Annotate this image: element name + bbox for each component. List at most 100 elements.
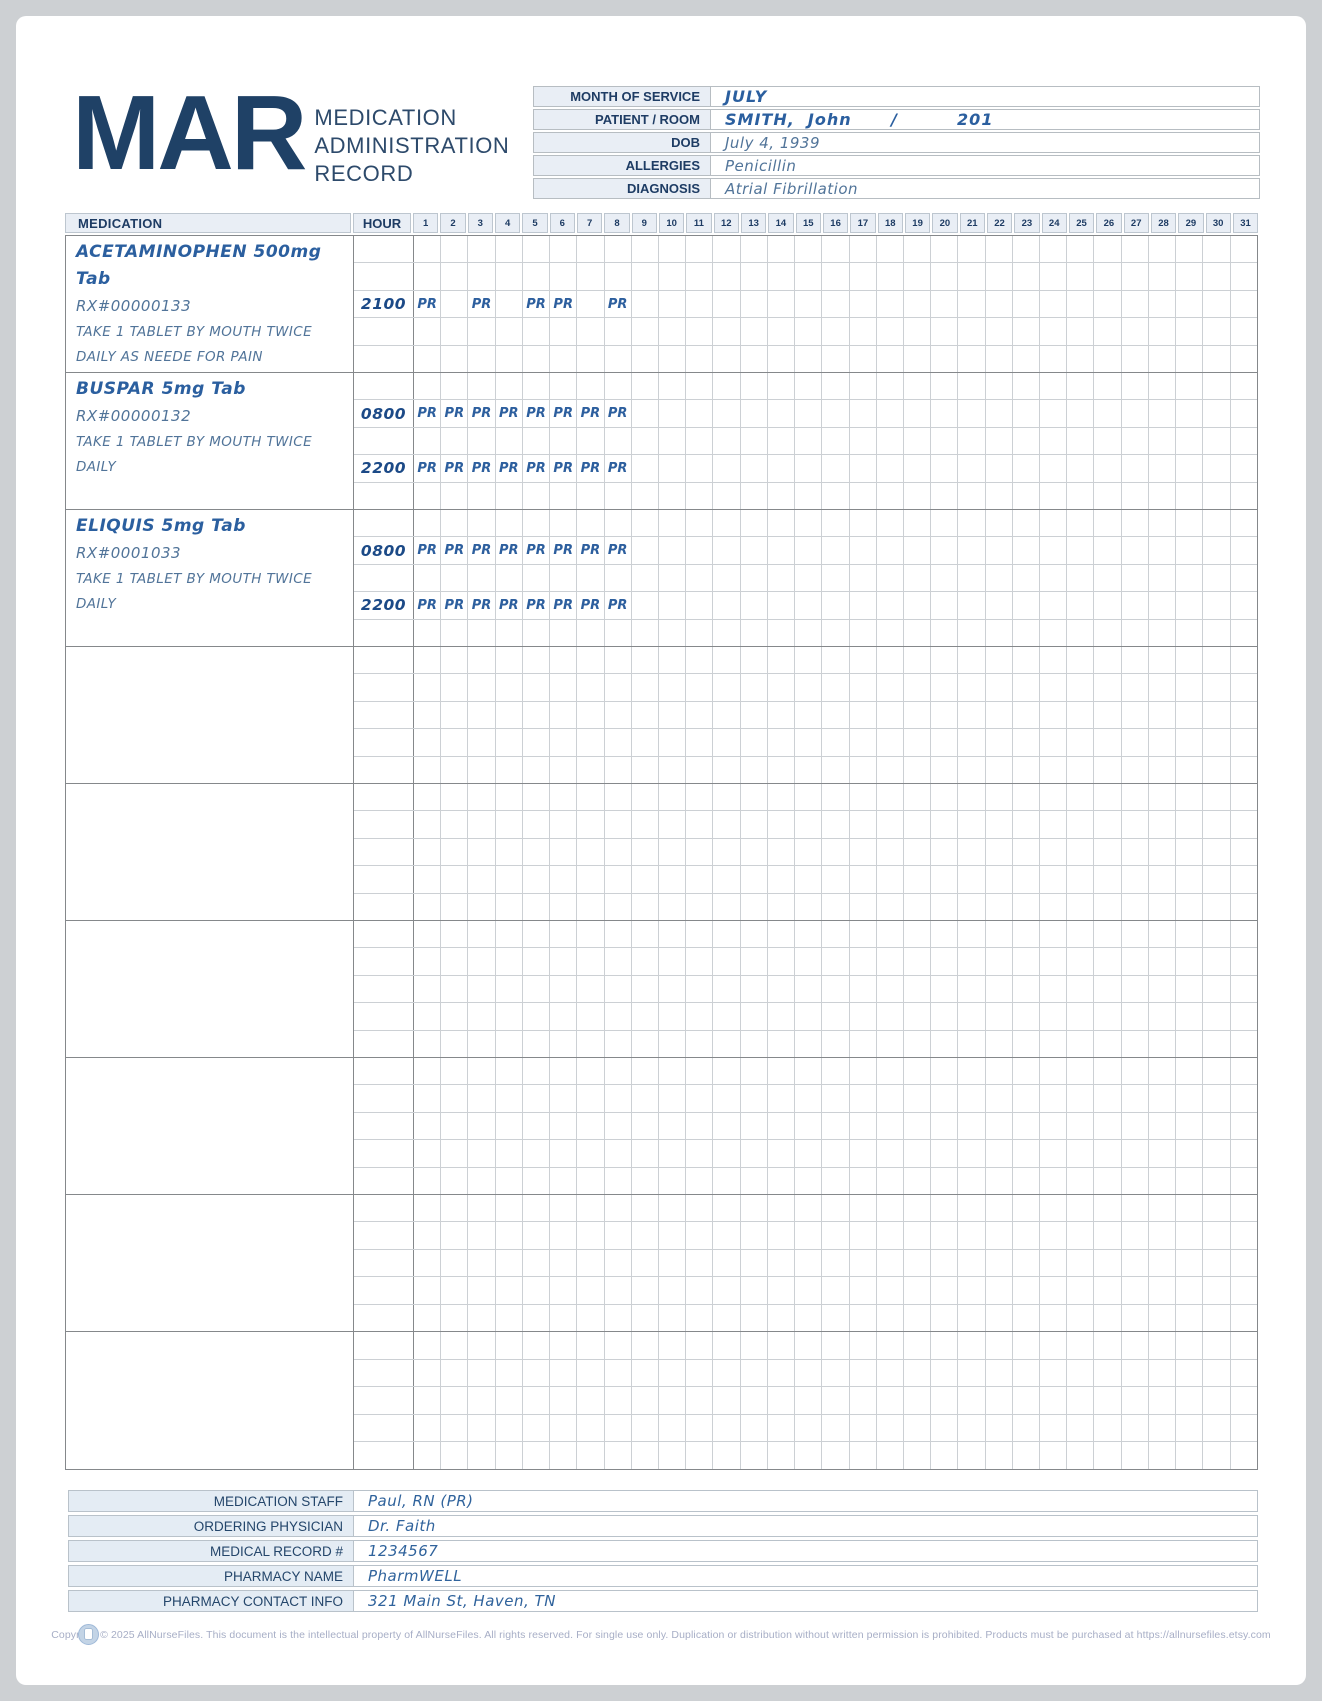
day-cell [1013, 1359, 1041, 1387]
day-cell [1203, 1277, 1231, 1304]
day-cell [931, 674, 959, 701]
day-cell [659, 893, 687, 921]
day-cell [713, 701, 741, 729]
day-cell [523, 1332, 551, 1359]
day-cell [1176, 1359, 1204, 1387]
day-cell [577, 893, 605, 921]
day-cell [632, 1167, 659, 1195]
day-cell [877, 345, 904, 373]
day-cell [1203, 427, 1231, 455]
day-header-5: 5 [522, 213, 548, 233]
day-cell [877, 1277, 904, 1304]
day-cell [1067, 1030, 1095, 1058]
day-cell [850, 1387, 877, 1414]
hour-cell [354, 647, 414, 674]
administration-mark-cell: PR [523, 400, 551, 427]
day-cell [958, 1167, 986, 1195]
day-cell [877, 811, 904, 838]
day-cell [605, 263, 632, 290]
day-cell [550, 263, 578, 290]
day-header-9: 9 [631, 213, 657, 233]
day-cell [822, 1332, 850, 1359]
day-cell [550, 1414, 578, 1442]
day-cell [1013, 921, 1041, 948]
day-cell [795, 756, 823, 784]
day-cell [931, 784, 959, 811]
day-cell [877, 1249, 904, 1277]
hour-cell [354, 427, 414, 455]
day-cell [441, 1058, 469, 1085]
patient-info-value: Atrial Fibrillation [725, 179, 859, 198]
day-cell [1203, 701, 1231, 729]
administration-mark-cell: PR [414, 537, 442, 564]
day-cell [1122, 784, 1149, 811]
day-cell [659, 1085, 687, 1112]
day-cell [577, 564, 605, 592]
day-cell [877, 647, 904, 674]
day-cell [931, 866, 959, 893]
day-cell [496, 373, 523, 400]
day-cell [496, 1167, 523, 1195]
day-cell [577, 345, 605, 373]
day-cell [904, 701, 932, 729]
day-cell [850, 729, 877, 756]
day-cell [632, 756, 659, 784]
day-cell [1122, 1414, 1149, 1442]
day-cell [1231, 839, 1257, 865]
day-cell [1122, 1058, 1149, 1085]
day-cell [686, 1195, 714, 1222]
day-cell [632, 318, 659, 345]
day-cell [904, 784, 932, 811]
day-cell [1094, 1359, 1122, 1387]
day-cell [632, 1195, 659, 1222]
day-cell [958, 236, 986, 263]
day-cell [414, 263, 442, 290]
day-cell [1176, 948, 1204, 975]
day-cell [550, 1085, 578, 1112]
day-cell [1176, 1030, 1204, 1058]
day-header-3: 3 [467, 213, 493, 233]
day-cell [958, 1140, 986, 1167]
day-cell [441, 290, 469, 318]
grid-row [354, 1111, 1257, 1140]
day-cell [877, 1003, 904, 1030]
day-cell [1231, 236, 1257, 262]
day-cell [904, 263, 932, 290]
day-cell [1231, 537, 1257, 563]
day-cell [1203, 345, 1231, 373]
day-cell [686, 318, 714, 345]
day-cell [822, 1003, 850, 1030]
day-cell [1231, 565, 1257, 591]
day-cell [822, 510, 850, 537]
day-cell [468, 510, 496, 537]
hour-cell [354, 948, 414, 975]
day-cell [686, 729, 714, 756]
day-cell [632, 1359, 659, 1387]
day-header-22: 22 [986, 213, 1013, 233]
day-cell [822, 756, 850, 784]
day-cell [659, 427, 687, 455]
day-cell [958, 1195, 986, 1222]
day-cell [1067, 510, 1095, 537]
medication-directions: TAKE 1 TABLET BY MOUTH TWICE DAILY [76, 571, 313, 612]
day-cell [1013, 1304, 1041, 1332]
day-cell [1094, 1387, 1122, 1414]
grid-row: 2200 PR PR PR PR PR PR PR PR [354, 454, 1257, 482]
day-cell [931, 1442, 959, 1469]
day-cell [1067, 838, 1095, 866]
day-cell [1067, 345, 1095, 373]
day-cell [877, 427, 904, 455]
day-cell [414, 619, 442, 647]
administration-mark-cell: PR [468, 455, 496, 482]
day-cell [496, 647, 523, 674]
day-cell [877, 838, 904, 866]
grid-row [354, 563, 1257, 592]
day-cell [795, 701, 823, 729]
day-cell [686, 1414, 714, 1442]
day-cell [1149, 1442, 1177, 1469]
day-cell [1149, 482, 1177, 510]
day-cell [632, 1003, 659, 1030]
day-cell [768, 236, 796, 263]
day-cell [686, 811, 714, 838]
hour-cell [354, 373, 414, 400]
